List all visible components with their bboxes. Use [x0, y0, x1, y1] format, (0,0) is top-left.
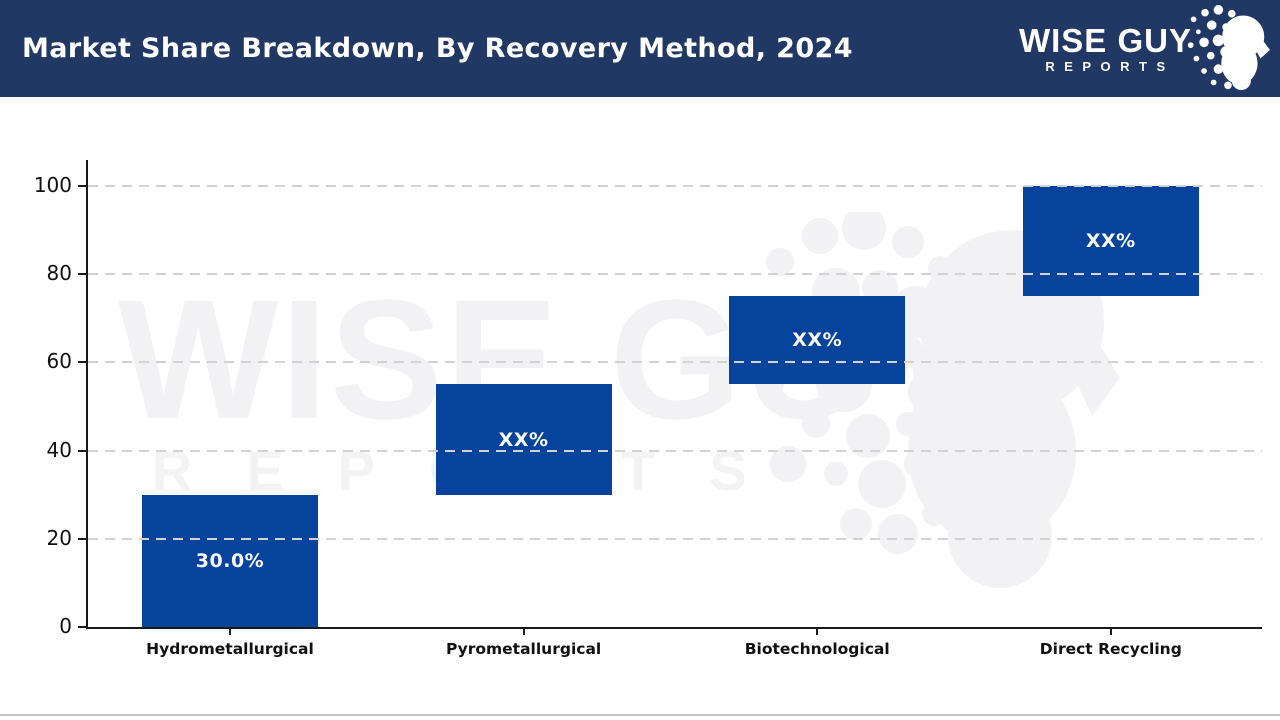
brand-subname: REPORTS: [1045, 58, 1175, 74]
y-tick-label-40: 40: [46, 437, 72, 462]
category-label-biotechnological: Biotechnological: [744, 640, 890, 658]
chart-title: Market Share Breakdown, By Recovery Meth…: [22, 33, 853, 64]
bar-pyrometallurgical: XX%: [435, 384, 612, 495]
x-axis-line: [86, 627, 1262, 629]
gridline-100: [88, 185, 1262, 187]
bar-value-label: XX%: [498, 428, 549, 451]
y-tick-mark-0: [78, 626, 88, 628]
x-tick-mark-2: [522, 629, 525, 635]
bottom-border: [0, 714, 1280, 716]
brand-name: WISE GUY: [1018, 21, 1192, 59]
x-tick-mark-1: [229, 629, 231, 635]
dot-face-icon: [1187, 5, 1270, 91]
y-tick-label-20: 20: [46, 525, 72, 550]
y-axis-line: [86, 160, 88, 629]
category-label-hydrometallurgical: Hydrometallurgical: [146, 640, 314, 658]
y-tick-label-100: 100: [33, 173, 72, 197]
header-band: Market Share Breakdown, By Recovery Meth…: [0, 0, 1280, 97]
bar-value-label: XX%: [1085, 230, 1136, 253]
y-tick-mark-100: [78, 185, 88, 187]
gridline-20: [88, 537, 1262, 540]
brand-logo: WISE GUY REPORTS: [1019, 4, 1270, 94]
y-tick-label-80: 80: [46, 261, 72, 286]
gridline-80: [88, 273, 1262, 276]
y-tick-mark-80: [78, 273, 88, 276]
gridline-60: [88, 361, 1262, 364]
bar-biotechnological: XX%: [729, 296, 906, 385]
bar-value-label: XX%: [792, 329, 843, 352]
y-tick-mark-40: [78, 449, 88, 452]
y-tick-label-0: 0: [59, 614, 72, 638]
y-tick-mark-20: [78, 537, 88, 540]
gridline-40: [88, 449, 1262, 452]
brand-logo-text: WISE GUY REPORTS: [1018, 21, 1192, 75]
category-label-direct-recycling: Direct Recycling: [1039, 640, 1182, 658]
y-tick-label-60: 60: [46, 349, 72, 374]
x-tick-mark-4: [1109, 629, 1112, 635]
category-label-pyrometallurgical: Pyrometallurgical: [445, 640, 602, 658]
y-tick-mark-60: [78, 361, 88, 364]
x-tick-mark-3: [816, 629, 819, 635]
bar-hydrometallurgical: 30.0%: [142, 494, 318, 627]
bar-value-label: 30.0%: [195, 549, 265, 572]
bar-direct-recycling: XX%: [1022, 186, 1199, 297]
